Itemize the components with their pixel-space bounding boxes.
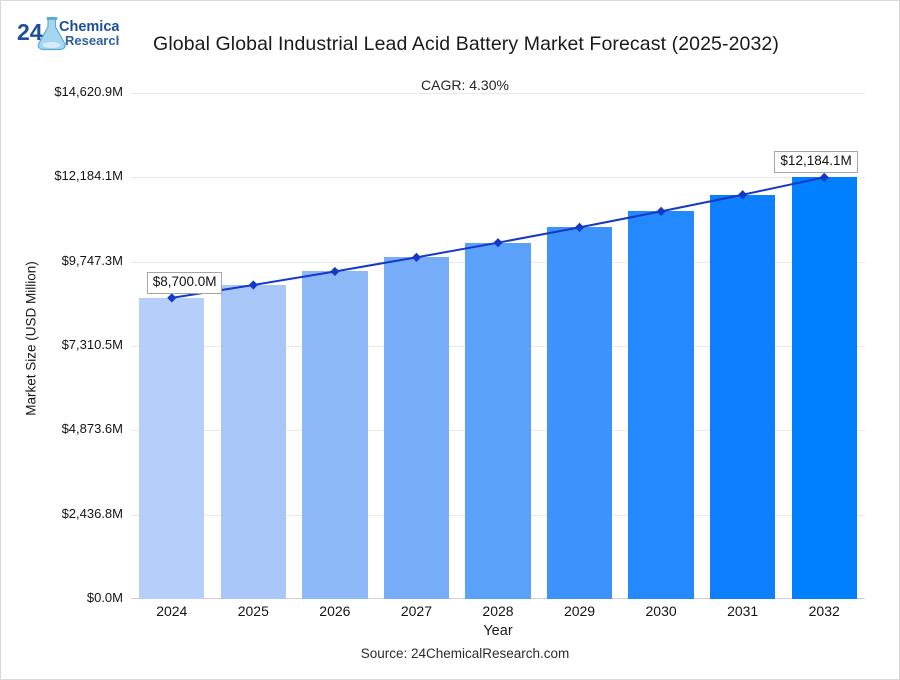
source-caption: Source: 24ChemicalResearch.com	[360, 646, 570, 661]
y-axis-tick-label: $9,747.3M	[61, 252, 123, 268]
x-axis-tick-label: 2025	[237, 603, 269, 619]
data-label: $12,184.1M	[774, 151, 858, 174]
y-axis-tick-label: $4,873.6M	[61, 421, 123, 437]
bar[interactable]	[791, 177, 857, 599]
bar[interactable]	[302, 271, 368, 599]
data-point-marker[interactable]	[167, 293, 177, 303]
bar[interactable]	[546, 227, 613, 599]
data-point-marker[interactable]	[330, 266, 340, 277]
gridline	[131, 177, 865, 179]
trend-line-series	[167, 172, 829, 303]
bar[interactable]	[465, 242, 531, 599]
gridline	[131, 93, 865, 94]
x-axis-tick-label: 2028	[482, 603, 514, 619]
y-axis-tick-label: $0.0M	[86, 590, 123, 605]
x-axis-tick-label: 2027	[400, 603, 432, 619]
data-point-marker[interactable]	[656, 206, 666, 216]
plot-area: $0.0M $2,436.8M $4,873.6M $7,310.5M $9,747.3…	[54, 84, 865, 619]
bar[interactable]	[710, 194, 776, 599]
bar[interactable]	[139, 297, 205, 599]
svg-text:Chemical: Chemical	[59, 19, 119, 35]
data-point-marker[interactable]	[248, 280, 258, 290]
svg-text:24: 24	[17, 19, 43, 45]
x-axis-tick-label: 2030	[645, 603, 677, 619]
data-label: $8,700.0M	[146, 271, 223, 294]
y-axis-tick-label: $12,184.1M	[54, 168, 123, 184]
bar[interactable]	[383, 257, 450, 599]
trend-line	[171, 176, 825, 299]
bar-series	[131, 93, 865, 599]
bar[interactable]	[628, 211, 694, 599]
chart-title: Global Global Industrial Lead Acid Batte…	[153, 33, 779, 55]
data-point-marker[interactable]	[411, 252, 422, 262]
y-axis-title: Market Size (USD Million)	[23, 261, 39, 416]
data-point-marker[interactable]	[493, 238, 503, 248]
x-axis-tick-label: 2032	[808, 603, 840, 619]
svg-text:Research: Research	[65, 33, 119, 48]
x-axis-title: Year	[483, 623, 513, 639]
cagr-annotation: CAGR: 4.30%	[421, 77, 509, 93]
logo-icon: 24 Chemical Research	[17, 17, 119, 51]
x-axis-tick-label: 2024	[156, 603, 188, 619]
y-axis-tick-label: $14,620.9M	[54, 84, 123, 99]
data-point-marker[interactable]	[819, 172, 829, 182]
y-axis-tick-label: $7,310.5M	[61, 336, 123, 352]
bar[interactable]	[220, 284, 286, 599]
x-axis-tick-label: 2029	[563, 603, 596, 619]
y-axis-tick-label: $2,436.8M	[61, 505, 123, 521]
data-point-marker[interactable]	[574, 222, 585, 232]
data-point-marker[interactable]	[738, 190, 748, 200]
x-axis-tick-label: 2026	[319, 603, 351, 619]
brand-logo: 24 Chemical Research	[15, 12, 119, 52]
x-axis-tick-label: 2031	[727, 603, 759, 619]
